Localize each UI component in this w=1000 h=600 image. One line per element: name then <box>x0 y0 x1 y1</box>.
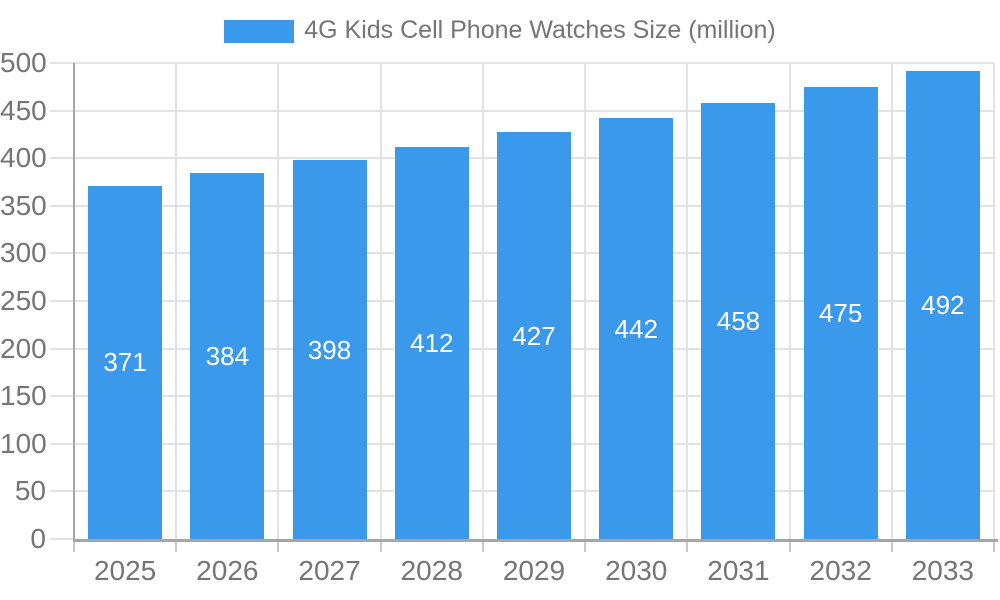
bar-value-label: 398 <box>307 334 352 365</box>
y-axis-label: 100 <box>0 427 47 459</box>
x-axis-tick <box>584 539 587 552</box>
gridline-vertical <box>379 63 382 539</box>
x-axis-label: 2027 <box>298 555 361 586</box>
bar-value-label: 371 <box>103 347 147 378</box>
bar[interactable] <box>599 118 674 539</box>
x-axis-tick <box>481 539 484 552</box>
x-axis-tick <box>686 539 689 552</box>
bar-value-label: 442 <box>614 313 658 344</box>
bar-value-label: 492 <box>921 289 965 320</box>
y-axis-tick <box>50 62 74 64</box>
x-axis-tick <box>890 539 893 552</box>
y-axis-label: 500 <box>0 47 47 78</box>
y-axis-tick <box>50 347 74 350</box>
x-axis-tick <box>993 539 995 552</box>
gridline-vertical <box>175 63 178 539</box>
x-axis-tick <box>379 539 382 552</box>
x-axis-tick <box>277 539 280 552</box>
bar[interactable] <box>497 132 571 539</box>
gridline-vertical <box>788 63 791 539</box>
x-axis-tick <box>175 539 178 552</box>
legend-label: 4G Kids Cell Phone Watches Size (million… <box>304 16 776 45</box>
gridline-horizontal <box>74 109 994 112</box>
x-axis-label: 2025 <box>93 555 157 586</box>
y-axis-tick <box>50 300 74 302</box>
y-axis-line <box>73 63 75 542</box>
legend-item[interactable]: 4G Kids Cell Phone Watches Size (million… <box>224 16 776 45</box>
legend: 4G Kids Cell Phone Watches Size (million… <box>0 15 1000 47</box>
y-axis-label: 200 <box>0 332 47 364</box>
x-axis-label: 2031 <box>707 555 770 586</box>
bar[interactable] <box>803 86 878 539</box>
y-axis-tick <box>50 157 74 160</box>
gridline-vertical <box>686 63 689 539</box>
bar-value-label: 475 <box>818 297 863 328</box>
x-axis-label: 2033 <box>911 555 975 586</box>
x-axis-label: 2030 <box>605 555 668 586</box>
x-axis-label: 2029 <box>502 555 566 586</box>
y-axis-label: 300 <box>0 237 47 269</box>
bar-value-label: 427 <box>512 320 556 351</box>
x-axis-line <box>73 539 998 542</box>
bar-value-label: 384 <box>205 341 250 372</box>
gridline-vertical <box>277 63 280 539</box>
y-axis-label: 450 <box>0 94 47 126</box>
gridline-horizontal <box>74 62 994 64</box>
gridline-vertical <box>890 63 893 539</box>
bar-value-label: 412 <box>410 327 454 358</box>
x-axis-label: 2032 <box>809 555 872 586</box>
gridline-vertical <box>584 63 587 539</box>
x-axis-label: 2028 <box>400 555 463 586</box>
y-axis-tick <box>50 395 74 398</box>
bar[interactable] <box>701 102 776 539</box>
y-axis-label: 250 <box>0 285 47 316</box>
bar[interactable] <box>292 160 367 539</box>
y-axis-tick <box>50 538 74 540</box>
gridline-vertical <box>481 63 484 539</box>
bar[interactable] <box>88 185 163 539</box>
x-axis-label: 2026 <box>196 555 259 586</box>
y-axis-label: 0 <box>30 523 46 554</box>
gridline-vertical <box>993 63 995 539</box>
y-axis-tick <box>50 109 74 112</box>
bar-value-label: 458 <box>716 305 761 336</box>
y-axis-label: 50 <box>14 475 46 507</box>
y-axis-label: 400 <box>0 142 47 174</box>
legend-swatch <box>224 19 295 43</box>
y-axis-tick <box>50 204 74 207</box>
bar[interactable] <box>905 70 980 539</box>
bar[interactable] <box>394 146 469 539</box>
y-axis-tick <box>50 442 74 445</box>
x-axis-tick <box>788 539 791 552</box>
bar[interactable] <box>190 173 265 539</box>
x-axis-tick <box>73 539 75 552</box>
y-axis-label: 350 <box>0 189 47 221</box>
y-axis-tick <box>50 252 74 255</box>
y-axis-tick <box>50 490 74 493</box>
y-axis-label: 150 <box>0 380 47 412</box>
